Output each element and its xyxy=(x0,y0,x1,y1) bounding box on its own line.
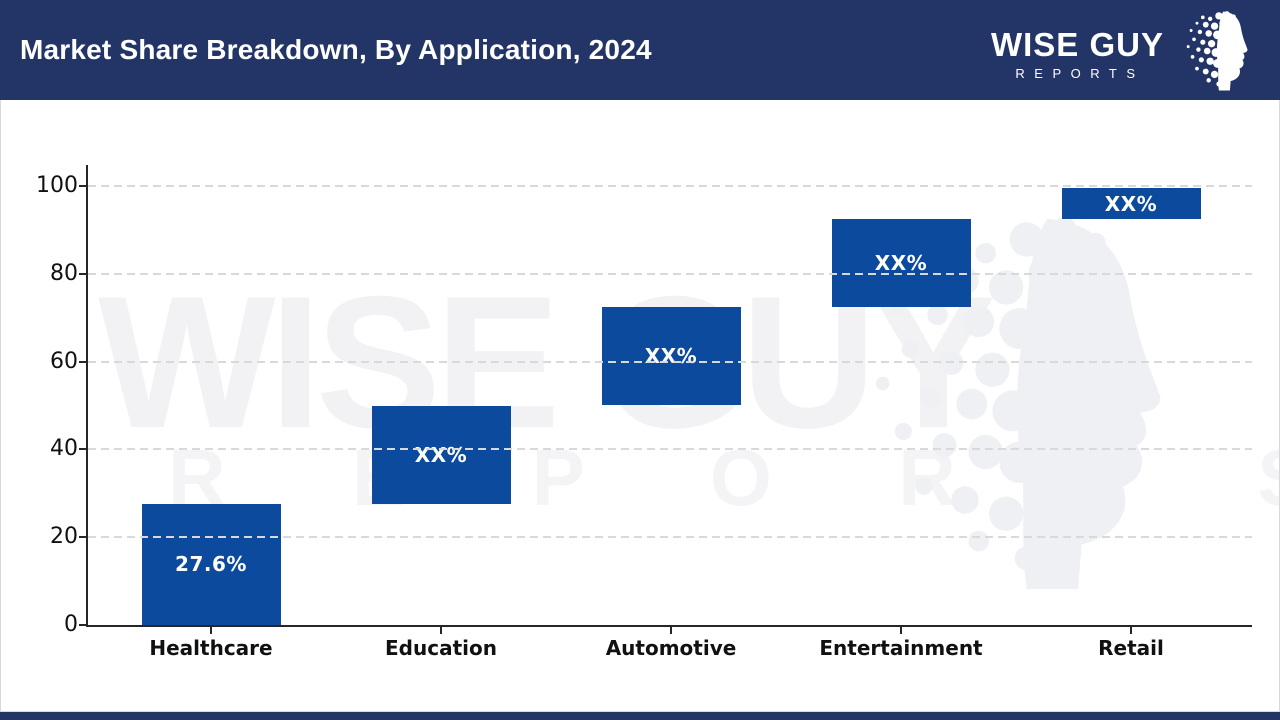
footer-bar xyxy=(0,712,1280,720)
y-tick-label-80: 80 xyxy=(50,260,78,286)
wiseguy-logo: WISE GUY REPORTS xyxy=(991,8,1262,94)
y-tick-mark xyxy=(79,360,87,363)
y-tick-mark xyxy=(79,536,87,539)
gridline-100 xyxy=(88,185,1252,187)
y-tick-label-0: 0 xyxy=(64,612,78,637)
x-axis-label-healthcare: Healthcare xyxy=(149,636,273,660)
y-tick-mark xyxy=(79,448,87,451)
gridline-60 xyxy=(88,360,1252,363)
x-tick-mark xyxy=(670,627,672,634)
bar-automotive: XX% xyxy=(601,306,741,406)
x-tick-mark xyxy=(440,627,442,634)
y-axis-line xyxy=(86,165,88,627)
gridline-20 xyxy=(88,536,1252,539)
x-axis-label-retail: Retail xyxy=(1098,636,1164,660)
logo-text: WISE GUY REPORTS xyxy=(991,26,1164,81)
y-tick-mark xyxy=(79,185,87,187)
header-bar: Market Share Breakdown, By Application, … xyxy=(0,0,1280,100)
chart-title: Market Share Breakdown, By Application, … xyxy=(20,34,652,65)
x-tick-mark xyxy=(1130,627,1132,634)
y-tick-label-40: 40 xyxy=(50,436,78,462)
gridline-40 xyxy=(88,448,1252,451)
gridline-80 xyxy=(88,272,1252,275)
x-axis-label-education: Education xyxy=(385,636,497,660)
bar-value-label: XX% xyxy=(1104,191,1158,216)
x-axis-label-automotive: Automotive xyxy=(605,636,737,660)
bar-value-label: 27.6% xyxy=(175,552,247,577)
bar-healthcare: 27.6% xyxy=(141,503,281,625)
bar-value-label: XX% xyxy=(874,250,928,275)
y-tick-mark xyxy=(79,624,87,626)
bar-value-label: XX% xyxy=(644,344,698,369)
x-axis-label-entertainment: Entertainment xyxy=(819,636,983,660)
y-tick-label-60: 60 xyxy=(50,348,78,374)
logo-head-icon xyxy=(1186,11,1248,91)
x-axis-line xyxy=(86,625,1252,627)
y-tick-label-20: 20 xyxy=(50,524,78,550)
y-tick-mark xyxy=(79,272,87,275)
x-tick-mark xyxy=(210,627,212,634)
logo-wise-guy-text: WISE GUY xyxy=(990,26,1164,63)
logo-reports-text: REPORTS xyxy=(1015,66,1145,81)
bar-entertainment: XX% xyxy=(831,218,971,307)
x-tick-mark xyxy=(900,627,902,634)
bar-retail: XX% xyxy=(1061,188,1201,219)
bar-education: XX% xyxy=(371,405,511,504)
y-tick-label-100: 100 xyxy=(36,173,78,198)
bar-value-label: XX% xyxy=(414,442,468,467)
